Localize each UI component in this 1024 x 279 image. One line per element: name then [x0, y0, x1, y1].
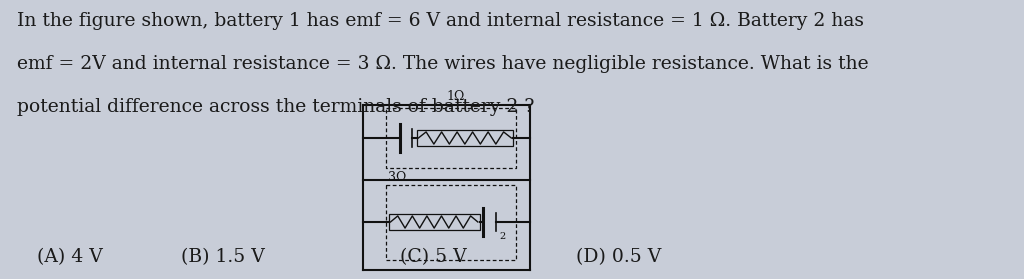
Text: 1Ω: 1Ω	[446, 90, 465, 103]
Text: (C) 5 V: (C) 5 V	[399, 248, 466, 266]
Text: (B) 1.5 V: (B) 1.5 V	[181, 248, 265, 266]
Bar	[417, 130, 513, 146]
Text: 3Ω: 3Ω	[388, 171, 407, 184]
Text: emf = 2V and internal resistance = 3 Ω. The wires have negligible resistance. Wh: emf = 2V and internal resistance = 3 Ω. …	[16, 55, 868, 73]
Text: potential difference across the terminals of battery 2 ?: potential difference across the terminal…	[16, 98, 535, 116]
Text: 2: 2	[500, 232, 506, 241]
Text: In the figure shown, battery 1 has emf = 6 V and internal resistance = 1 Ω. Batt: In the figure shown, battery 1 has emf =…	[16, 12, 863, 30]
Text: (A) 4 V: (A) 4 V	[37, 248, 103, 266]
Text: (D) 0.5 V: (D) 0.5 V	[577, 248, 662, 266]
Bar	[389, 214, 479, 230]
